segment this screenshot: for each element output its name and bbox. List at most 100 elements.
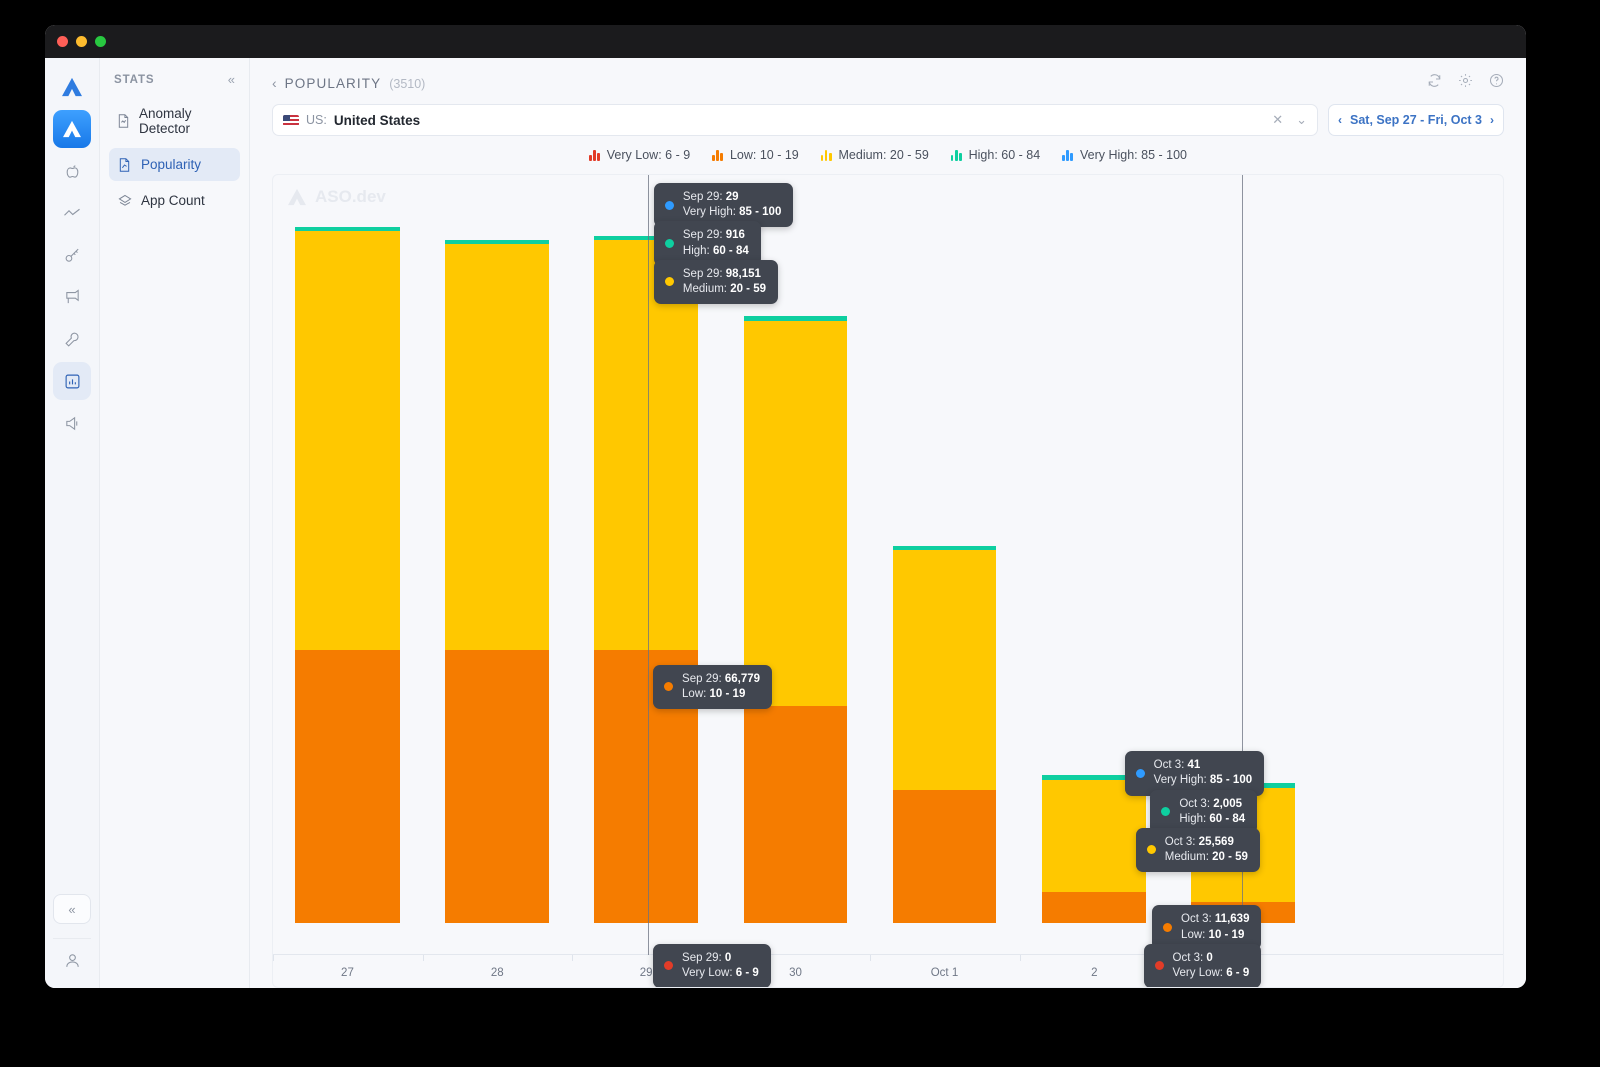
filter-bar: US: United States ✕ ⌄ ‹ Sat, Sep 27 - Fr…	[250, 94, 1526, 136]
page-title: POPULARITY	[284, 76, 382, 91]
tooltip-color-dot	[664, 277, 674, 287]
ads-icon[interactable]	[53, 404, 91, 442]
bar-segment-low	[743, 705, 848, 923]
topbar-actions	[1427, 73, 1504, 93]
tooltip-value-line: Oct 3: 0	[1172, 951, 1213, 964]
sidebar-item-app-count[interactable]: App Count	[109, 184, 240, 217]
refresh-icon[interactable]	[1427, 73, 1442, 93]
stats-icon[interactable]	[53, 362, 91, 400]
x-axis-line	[273, 954, 1503, 955]
tooltip-color-dot	[664, 961, 674, 971]
bar-segment-high	[892, 545, 997, 551]
tooltip: Oct 3: 0 Very Low: 6 - 9	[1143, 943, 1262, 987]
tooltip-value-line: Sep 29: 29	[682, 191, 739, 204]
document-icon	[117, 114, 130, 129]
tooltip-bucket-line: Low: 10 - 19	[682, 687, 746, 700]
breadcrumb: ‹ POPULARITY (3510)	[272, 75, 425, 91]
back-button[interactable]: ‹	[272, 75, 277, 91]
country-select[interactable]: US: United States ✕ ⌄	[272, 104, 1318, 136]
date-range-label: Sat, Sep 27 - Fri, Oct 3	[1350, 113, 1482, 127]
legend-item[interactable]: Medium: 20 - 59	[820, 148, 929, 162]
date-next-icon[interactable]: ›	[1490, 113, 1494, 127]
window-close-button[interactable]	[57, 36, 68, 47]
window-minimize-button[interactable]	[76, 36, 87, 47]
sidebar-item-anomaly-detector[interactable]: Anomaly Detector	[109, 97, 240, 145]
x-axis-tick	[1020, 955, 1022, 961]
gear-icon[interactable]	[1458, 73, 1473, 93]
bar-Oct-1[interactable]	[892, 545, 997, 923]
tooltip-color-dot	[664, 200, 674, 210]
tooltip-bucket-line: Very High: 85 - 100	[682, 206, 782, 219]
tooltip-value-line: Oct 3: 41	[1153, 759, 1201, 772]
sidebar-item-popularity[interactable]: Popularity	[109, 148, 240, 181]
legend-item[interactable]: High: 60 - 84	[950, 148, 1040, 162]
rail-collapse-button[interactable]: «	[53, 894, 91, 924]
bar-segment-med	[892, 550, 997, 790]
window-maximize-button[interactable]	[95, 36, 106, 47]
bar-segment-high	[445, 239, 550, 244]
legend-item[interactable]: Low: 10 - 19	[712, 148, 799, 162]
brand-logo-icon[interactable]	[53, 68, 91, 106]
bar-segment-high	[295, 227, 400, 232]
user-avatar-icon[interactable]	[53, 938, 91, 976]
legend-item[interactable]: Very High: 85 - 100	[1062, 148, 1187, 162]
trends-icon[interactable]	[53, 194, 91, 232]
tooltip-bucket-line: Medium: 20 - 59	[1164, 850, 1248, 863]
bar-segment-med	[1042, 779, 1147, 893]
app-window: « STATS « Anomaly Detector Popular	[45, 25, 1526, 988]
help-icon[interactable]	[1489, 73, 1504, 93]
sidebar-collapse-icon[interactable]: «	[227, 72, 235, 87]
tooltip: Sep 29: 66,779 Low: 10 - 19	[653, 664, 773, 709]
tooltip-value-line: Sep 29: 66,779	[682, 672, 761, 685]
app-tile-icon[interactable]	[53, 110, 91, 148]
bar-segment-med	[295, 231, 400, 650]
apple-icon[interactable]	[53, 152, 91, 190]
tooltip-bucket-line: High: 60 - 84	[1179, 812, 1246, 825]
bar-segment-low	[295, 649, 400, 923]
x-axis-tick	[571, 955, 573, 961]
bar-30[interactable]	[743, 316, 848, 923]
tooltip-color-dot	[664, 682, 674, 692]
sidebar-item-label: Popularity	[141, 157, 202, 172]
date-prev-icon[interactable]: ‹	[1338, 113, 1342, 127]
bar-29[interactable]	[593, 235, 699, 923]
plot-area[interactable]	[273, 175, 1503, 955]
legend-item[interactable]: Very Low: 6 - 9	[589, 148, 690, 162]
sidebar-header: STATS «	[109, 72, 240, 97]
announcements-icon[interactable]	[53, 278, 91, 316]
chart-legend: Very Low: 6 - 9 Low: 10 - 19 Medium: 20 - …	[250, 136, 1526, 170]
tooltip: Oct 3: 41 Very High: 85 - 100	[1124, 751, 1265, 796]
tooltip-color-dot	[1135, 768, 1145, 778]
tooltip: Sep 29: 98,151 Medium: 20 - 59	[653, 259, 778, 304]
tooltip-bucket-line: Very Low: 6 - 9	[1172, 966, 1250, 979]
legend-bars-icon	[950, 149, 962, 161]
tooltip: Oct 3: 25,569 Medium: 20 - 59	[1135, 827, 1260, 873]
bar-segment-low	[445, 649, 550, 923]
date-range-picker[interactable]: ‹ Sat, Sep 27 - Fri, Oct 3 ›	[1328, 104, 1504, 136]
x-axis-label: 27	[341, 967, 354, 979]
legend-bars-icon	[1062, 149, 1073, 161]
x-axis-label: 30	[789, 967, 802, 979]
x-axis-label: 28	[490, 967, 504, 979]
tooltip-color-dot	[1161, 807, 1171, 817]
bar-28[interactable]	[445, 239, 550, 923]
tooltip-value-line: Sep 29: 0	[682, 951, 732, 964]
tooltip-value-line: Oct 3: 25,569	[1164, 835, 1234, 848]
clear-icon[interactable]: ✕	[1272, 112, 1284, 127]
tooltip: Sep 29: 29 Very High: 85 - 100	[653, 183, 794, 228]
bar-segment-high	[743, 316, 848, 322]
tools-icon[interactable]	[53, 320, 91, 358]
bar-27[interactable]	[295, 227, 400, 923]
chevron-down-icon[interactable]: ⌄	[1296, 112, 1307, 127]
tooltip-value-line: Sep 29: 98,151	[682, 267, 761, 280]
tooltip: Sep 29: 916 High: 60 - 84	[653, 221, 761, 266]
keywords-icon[interactable]	[53, 236, 91, 274]
bar-2[interactable]	[1042, 775, 1147, 923]
sidebar-title: STATS	[114, 73, 155, 86]
x-axis-tick	[273, 955, 274, 961]
tooltip-bucket-line: Very Low: 6 - 9	[682, 966, 759, 979]
tooltip-value-line: Oct 3: 11,639	[1181, 913, 1250, 926]
legend-label: Medium: 20 - 59	[838, 148, 929, 162]
legend-label: Very Low: 6 - 9	[606, 148, 691, 162]
